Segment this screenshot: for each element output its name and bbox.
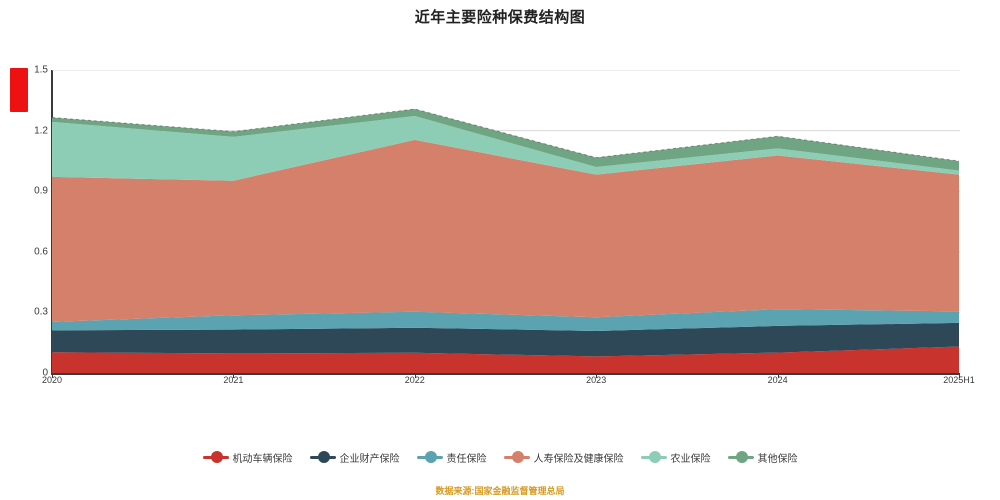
chart-legend: 机动车辆保险 企业财产保险 责任保险 人寿保险及健康保险 农业保险 其他保险	[0, 450, 1000, 465]
x-axis-tick-label: 2020	[41, 375, 63, 385]
x-axis-tick-label: 2024	[767, 375, 788, 385]
legend-label: 农业保险	[670, 454, 711, 465]
area-band	[52, 116, 959, 181]
legend-item[interactable]: 责任保险	[416, 450, 487, 465]
legend-marker-icon	[640, 451, 667, 464]
legend-label: 责任保险	[446, 454, 487, 465]
x-axis-tick-mark	[233, 373, 235, 378]
legend-item[interactable]: 机动车辆保险	[202, 450, 293, 465]
x-axis-line	[51, 373, 960, 375]
y-axis-tick-label: 0.6	[34, 246, 48, 258]
legend-marker-icon	[503, 451, 530, 464]
y-axis-tick-label: 0	[42, 367, 48, 379]
x-axis-tick-mark	[777, 373, 779, 378]
legend-label: 企业财产保险	[339, 454, 400, 465]
legend-marker-icon	[309, 451, 336, 464]
legend-label: 人寿保险及健康保险	[533, 454, 624, 465]
legend-item[interactable]: 人寿保险及健康保险	[503, 450, 624, 465]
legend-label: 机动车辆保险	[232, 454, 293, 465]
legend-marker-icon	[202, 451, 229, 464]
x-axis-tick-labels: 2020 2021 2022 2023 2024 2025H1	[0, 375, 1000, 397]
legend-marker-icon	[416, 451, 443, 464]
source-note: 数据来源:国家金融监督管理总局	[435, 486, 565, 496]
x-axis-tick-mark	[414, 373, 416, 378]
y-axis-unit-label: 万亿元	[10, 68, 28, 112]
legend-marker-icon	[727, 451, 754, 464]
y-axis-tick-label: 0.3	[34, 306, 48, 318]
y-axis-tick-label: 1.5	[34, 64, 48, 76]
y-axis-tick-labels: 0 0.3 0.6 0.9 1.2 1.5	[0, 0, 48, 500]
area-band	[52, 108, 959, 171]
area-band	[52, 139, 959, 322]
x-axis-tick-label: 2021	[223, 375, 244, 385]
area-band	[52, 309, 959, 331]
stacked-area-plot	[52, 70, 960, 373]
x-axis-tick-label: 2023	[586, 375, 607, 385]
area-band	[52, 346, 959, 373]
x-axis-tick-mark	[52, 373, 53, 378]
y-axis-tick-label: 1.2	[34, 125, 48, 137]
chart-title: 近年主要险种保费结构图	[414, 9, 586, 26]
area-band	[52, 322, 959, 357]
x-axis-tick-label: 2025H1	[943, 375, 975, 385]
x-axis-tick-label: 2022	[404, 375, 425, 385]
legend-label: 其他保险	[757, 454, 798, 465]
legend-item[interactable]: 其他保险	[727, 450, 798, 465]
legend-item[interactable]: 农业保险	[640, 450, 711, 465]
x-axis-tick-mark	[959, 373, 960, 378]
y-axis-tick-label: 0.9	[34, 185, 48, 197]
stack-top-outline	[52, 108, 960, 162]
plot-area	[52, 70, 960, 373]
legend-item[interactable]: 企业财产保险	[309, 450, 400, 465]
x-axis-tick-mark	[596, 373, 598, 378]
